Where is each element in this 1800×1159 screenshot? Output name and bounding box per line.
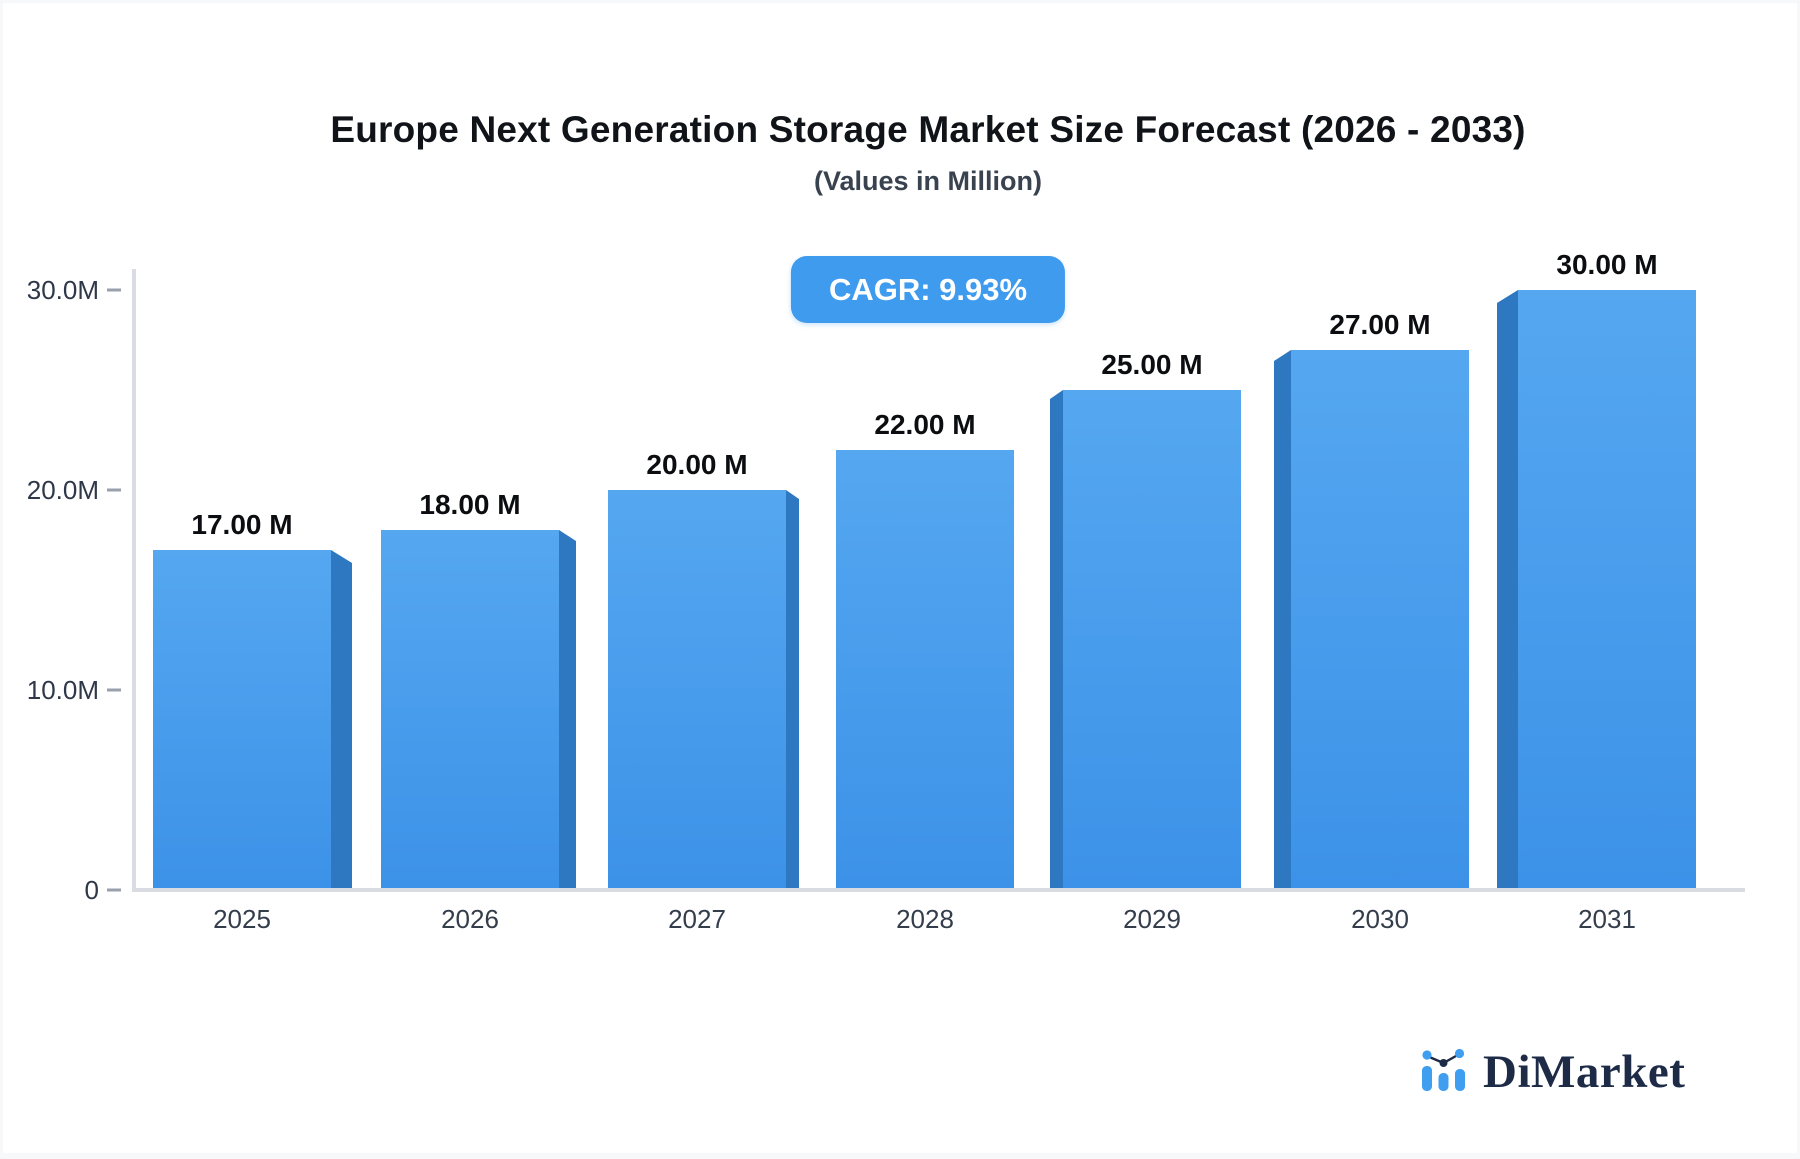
x-axis-label-2031: 2031	[1578, 904, 1636, 934]
bar-side-2030	[1274, 350, 1291, 890]
x-axis-label-2026: 2026	[441, 904, 499, 934]
bar-2025	[153, 550, 331, 890]
chart-canvas: Europe Next Generation Storage Market Si…	[3, 3, 1797, 1153]
bar-side-2026	[559, 530, 576, 890]
y-tick-label: 20.0M	[27, 475, 99, 505]
x-axis-line	[132, 888, 1745, 892]
bar-value-label-2031: 30.00 M	[1556, 249, 1657, 280]
x-axis-label-2029: 2029	[1123, 904, 1181, 934]
dimarket-logo: DiMarket	[1417, 1045, 1685, 1093]
dimarket-logo-icon	[1417, 1045, 1471, 1093]
bar-side-2031	[1497, 290, 1518, 890]
bar-2030	[1291, 350, 1469, 890]
y-axis-line	[132, 269, 136, 892]
bar-side-2029	[1050, 390, 1063, 890]
bar-2027	[608, 490, 786, 890]
bar-value-label-2029: 25.00 M	[1101, 349, 1202, 380]
bar-2028	[836, 450, 1014, 890]
bar-chart-plot: 30.0M 20.0M 10.0M 0 17.00 M 2025 18.00 M 2026 20…	[3, 3, 1800, 1159]
bar-value-label-2027: 20.00 M	[646, 449, 747, 480]
bar-side-2027	[786, 490, 799, 890]
y-tick-label: 10.0M	[27, 675, 99, 705]
bar-2029	[1063, 390, 1241, 890]
bar-side-2025	[331, 550, 352, 890]
y-tick-label: 0	[85, 875, 99, 905]
y-tick-label: 30.0M	[27, 275, 99, 305]
x-axis-label-2027: 2027	[668, 904, 726, 934]
bar-value-label-2026: 18.00 M	[419, 489, 520, 520]
x-axis-label-2030: 2030	[1351, 904, 1409, 934]
bar-value-label-2028: 22.00 M	[874, 409, 975, 440]
x-axis-label-2028: 2028	[896, 904, 954, 934]
bar-value-label-2025: 17.00 M	[191, 509, 292, 540]
bar-value-label-2030: 27.00 M	[1329, 309, 1430, 340]
dimarket-logo-text: DiMarket	[1483, 1049, 1685, 1096]
bar-2031	[1518, 290, 1696, 890]
bar-2026	[381, 530, 559, 890]
x-axis-label-2025: 2025	[213, 904, 271, 934]
